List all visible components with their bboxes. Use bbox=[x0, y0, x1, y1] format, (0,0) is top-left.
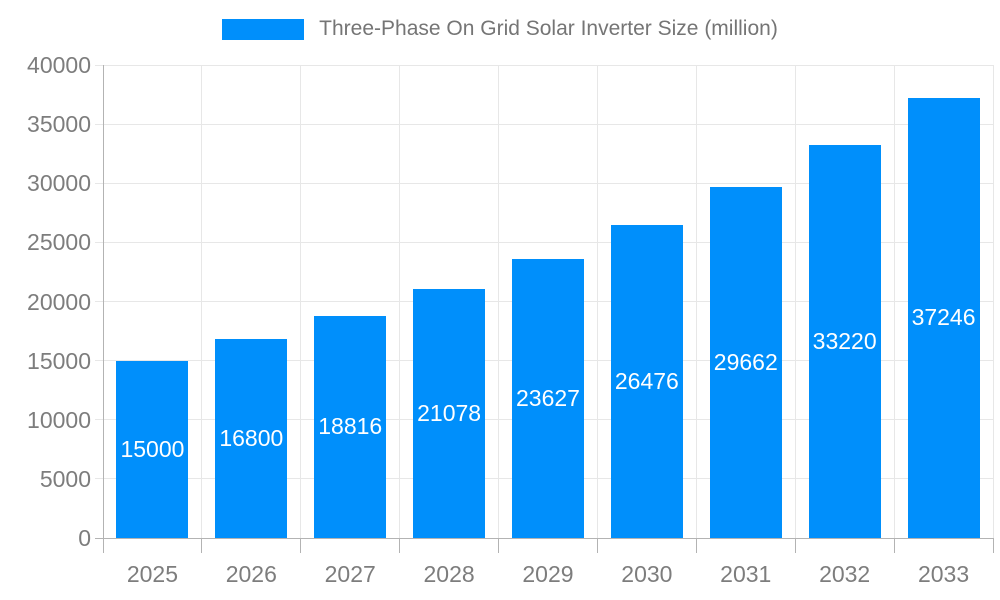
legend-swatch-icon bbox=[222, 18, 305, 40]
bar-2033[interactable]: 37246 bbox=[907, 97, 980, 538]
x-axis-tick bbox=[300, 538, 302, 553]
y-axis-line bbox=[103, 65, 104, 538]
gridline-vertical bbox=[695, 65, 697, 538]
bar-value-label: 29662 bbox=[713, 349, 778, 376]
bar-value-label: 33220 bbox=[812, 328, 877, 355]
y-axis-tick bbox=[95, 241, 103, 243]
chart-legend: Three-Phase On Grid Solar Inverter Size … bbox=[0, 14, 1000, 44]
gridline-vertical bbox=[201, 65, 203, 538]
bar-value-label: 16800 bbox=[219, 425, 284, 452]
bar-value-label: 23627 bbox=[516, 384, 580, 411]
x-axis-tick-label: 2027 bbox=[324, 561, 376, 587]
bar-2031[interactable]: 29662 bbox=[709, 187, 782, 538]
y-axis-tick bbox=[95, 301, 103, 302]
x-axis-tick-label: 2029 bbox=[522, 561, 574, 587]
gridline-horizontal bbox=[103, 182, 993, 184]
y-axis-tick-label: 0 bbox=[78, 525, 91, 551]
y-axis-tick bbox=[95, 360, 103, 362]
x-axis-tick bbox=[794, 538, 796, 553]
y-axis-tick bbox=[95, 419, 103, 421]
y-axis-tick-label: 30000 bbox=[27, 170, 91, 197]
x-axis-tick-label: 2026 bbox=[225, 561, 277, 587]
gridline-horizontal bbox=[103, 64, 993, 66]
bar-2025[interactable]: 15000 bbox=[116, 360, 189, 538]
gridline-vertical bbox=[300, 65, 302, 538]
bar-2032[interactable]: 33220 bbox=[808, 145, 881, 538]
x-axis-tick-label: 2032 bbox=[819, 561, 871, 587]
y-axis-tick-label: 10000 bbox=[27, 406, 91, 433]
gridline-horizontal bbox=[103, 123, 993, 125]
y-axis-tick-label: 15000 bbox=[27, 347, 91, 374]
y-axis-tick bbox=[95, 182, 103, 184]
gridline-vertical bbox=[596, 65, 598, 538]
gridline-vertical bbox=[794, 65, 796, 538]
y-axis-tick-label: 35000 bbox=[27, 111, 91, 138]
bar-value-label: 37246 bbox=[911, 304, 976, 331]
x-axis-tick bbox=[498, 538, 500, 553]
y-axis-tick-label: 20000 bbox=[27, 288, 91, 315]
gridline-vertical bbox=[992, 65, 994, 538]
gridline-vertical bbox=[498, 65, 500, 538]
x-axis-tick-label: 2033 bbox=[917, 561, 970, 587]
y-axis-tick-label: 5000 bbox=[39, 465, 91, 492]
x-axis-tick bbox=[102, 538, 104, 553]
gridline-vertical bbox=[893, 65, 895, 538]
legend-label: Three-Phase On Grid Solar Inverter Size … bbox=[319, 17, 778, 40]
x-axis-tick-label: 2031 bbox=[720, 561, 772, 587]
bar-2026[interactable]: 16800 bbox=[215, 339, 288, 538]
bar-value-label: 21078 bbox=[417, 399, 482, 426]
bar-value-label: 18816 bbox=[318, 413, 383, 440]
x-axis-tick bbox=[992, 538, 994, 553]
x-axis-tick bbox=[201, 538, 203, 553]
x-axis-tick bbox=[399, 538, 401, 553]
x-axis-tick bbox=[893, 538, 895, 553]
y-axis-tick bbox=[95, 478, 103, 480]
gridline-vertical bbox=[399, 65, 401, 538]
bar-value-label: 15000 bbox=[120, 435, 185, 462]
x-axis-tick-label: 2028 bbox=[423, 561, 475, 587]
x-axis-tick-label: 2025 bbox=[126, 561, 179, 587]
bar-value-label: 26476 bbox=[614, 367, 679, 394]
bar-2027[interactable]: 18816 bbox=[314, 315, 387, 538]
y-axis-tick-label: 40000 bbox=[27, 52, 91, 78]
x-axis-tick bbox=[596, 538, 598, 553]
gridline-horizontal bbox=[103, 241, 993, 243]
y-axis-tick-label: 25000 bbox=[27, 229, 91, 256]
x-axis-tick bbox=[695, 538, 697, 553]
bar-2030[interactable]: 26476 bbox=[610, 224, 683, 538]
legend-item[interactable]: Three-Phase On Grid Solar Inverter Size … bbox=[222, 14, 778, 44]
y-axis-tick bbox=[95, 64, 103, 66]
x-axis-tick-label: 2030 bbox=[621, 561, 673, 587]
y-axis-tick bbox=[95, 123, 103, 125]
bar-2028[interactable]: 21078 bbox=[413, 288, 486, 538]
x-axis-line bbox=[95, 538, 993, 539]
bar-2029[interactable]: 23627 bbox=[512, 258, 584, 538]
